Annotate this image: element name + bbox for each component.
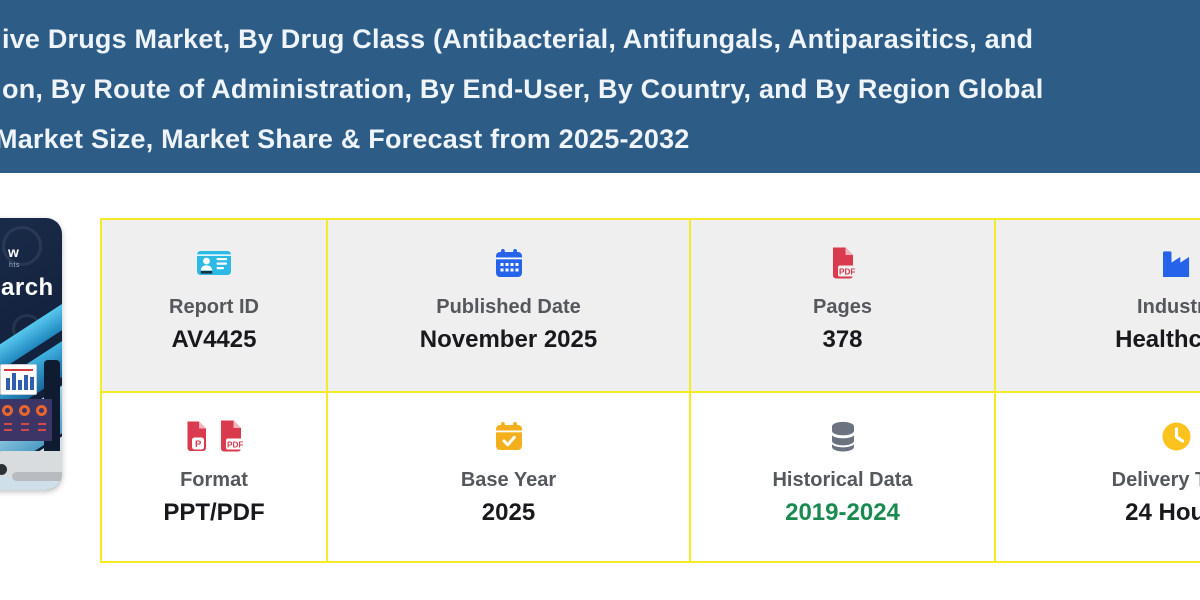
report-id-cell: Report ID AV4425 bbox=[102, 220, 328, 393]
ppt-file-icon: P bbox=[187, 421, 206, 451]
cell-label: Published Date bbox=[436, 296, 581, 318]
delivery-time-cell: Delivery Time 24 Hours bbox=[996, 393, 1200, 561]
pdf-file-icon: PDF bbox=[832, 247, 857, 279]
base-year-value: 2025 bbox=[481, 499, 536, 526]
pdf-file-icon: PDF bbox=[220, 420, 245, 452]
published-date-cell: Published Date November 2025 bbox=[328, 220, 691, 393]
industry-icon bbox=[1162, 250, 1189, 277]
historical-data-cell: Historical Data 2019-2024 bbox=[691, 393, 996, 561]
decorative-ring bbox=[2, 226, 42, 266]
cell-label: Base Year bbox=[460, 469, 557, 491]
id-card-icon bbox=[197, 251, 231, 275]
cell-label: Pages bbox=[813, 296, 872, 318]
title-line-2: on, By Route of Administration, By End-U… bbox=[2, 74, 1044, 104]
report-title-banner: ive Drugs Market, By Drug Class (Antibac… bbox=[0, 0, 1200, 173]
cell-label: Industry bbox=[1137, 296, 1200, 318]
cell-label: Delivery Time bbox=[1111, 469, 1200, 491]
cover-infographic-band bbox=[0, 399, 52, 441]
cover-title-text: arch bbox=[1, 274, 54, 301]
calendar-check-icon bbox=[495, 421, 522, 450]
page-title: ive Drugs Market, By Drug Class (Antibac… bbox=[0, 14, 1200, 164]
cover-logo-text: w bbox=[8, 244, 19, 260]
pages-cell: PDF Pages 378 bbox=[691, 220, 996, 393]
pages-value: 378 bbox=[822, 326, 863, 353]
donut-chart-icon bbox=[2, 405, 13, 416]
title-line-1: ive Drugs Market, By Drug Class (Antibac… bbox=[2, 24, 1034, 54]
base-year-cell: Base Year 2025 bbox=[328, 393, 691, 561]
svg-text:PDF: PDF bbox=[839, 267, 855, 276]
format-cell: P PDF Format PPT/PDF bbox=[102, 393, 328, 561]
industry-cell: Industry Healthcare bbox=[996, 220, 1200, 393]
report-info-table: Report ID AV4425 bbox=[100, 218, 1200, 563]
clock-icon bbox=[1162, 422, 1191, 450]
donut-chart-icon bbox=[36, 405, 47, 416]
title-line-3: Market Size, Market Share & Forecast fro… bbox=[0, 124, 690, 154]
report-cover-thumbnail[interactable]: w hts arch bbox=[0, 218, 62, 490]
cell-label: Report ID bbox=[169, 296, 259, 318]
cell-label: Format bbox=[180, 469, 248, 491]
report-id-value: AV4425 bbox=[171, 326, 257, 353]
donut-chart-icon bbox=[19, 405, 30, 416]
historical-data-value: 2019-2024 bbox=[785, 499, 900, 526]
published-date-value: November 2025 bbox=[419, 326, 598, 353]
cell-label: Historical Data bbox=[772, 469, 913, 491]
svg-text:PDF: PDF bbox=[227, 440, 243, 449]
database-icon bbox=[831, 421, 854, 451]
svg-text:P: P bbox=[195, 439, 202, 450]
cover-chart-graphic bbox=[0, 364, 37, 395]
calendar-icon bbox=[495, 248, 522, 277]
delivery-time-value: 24 Hours bbox=[1125, 499, 1200, 526]
industry-value: Healthcare bbox=[1115, 326, 1200, 353]
cover-logo-subtext: hts bbox=[9, 262, 20, 269]
format-value: PPT/PDF bbox=[163, 499, 265, 526]
